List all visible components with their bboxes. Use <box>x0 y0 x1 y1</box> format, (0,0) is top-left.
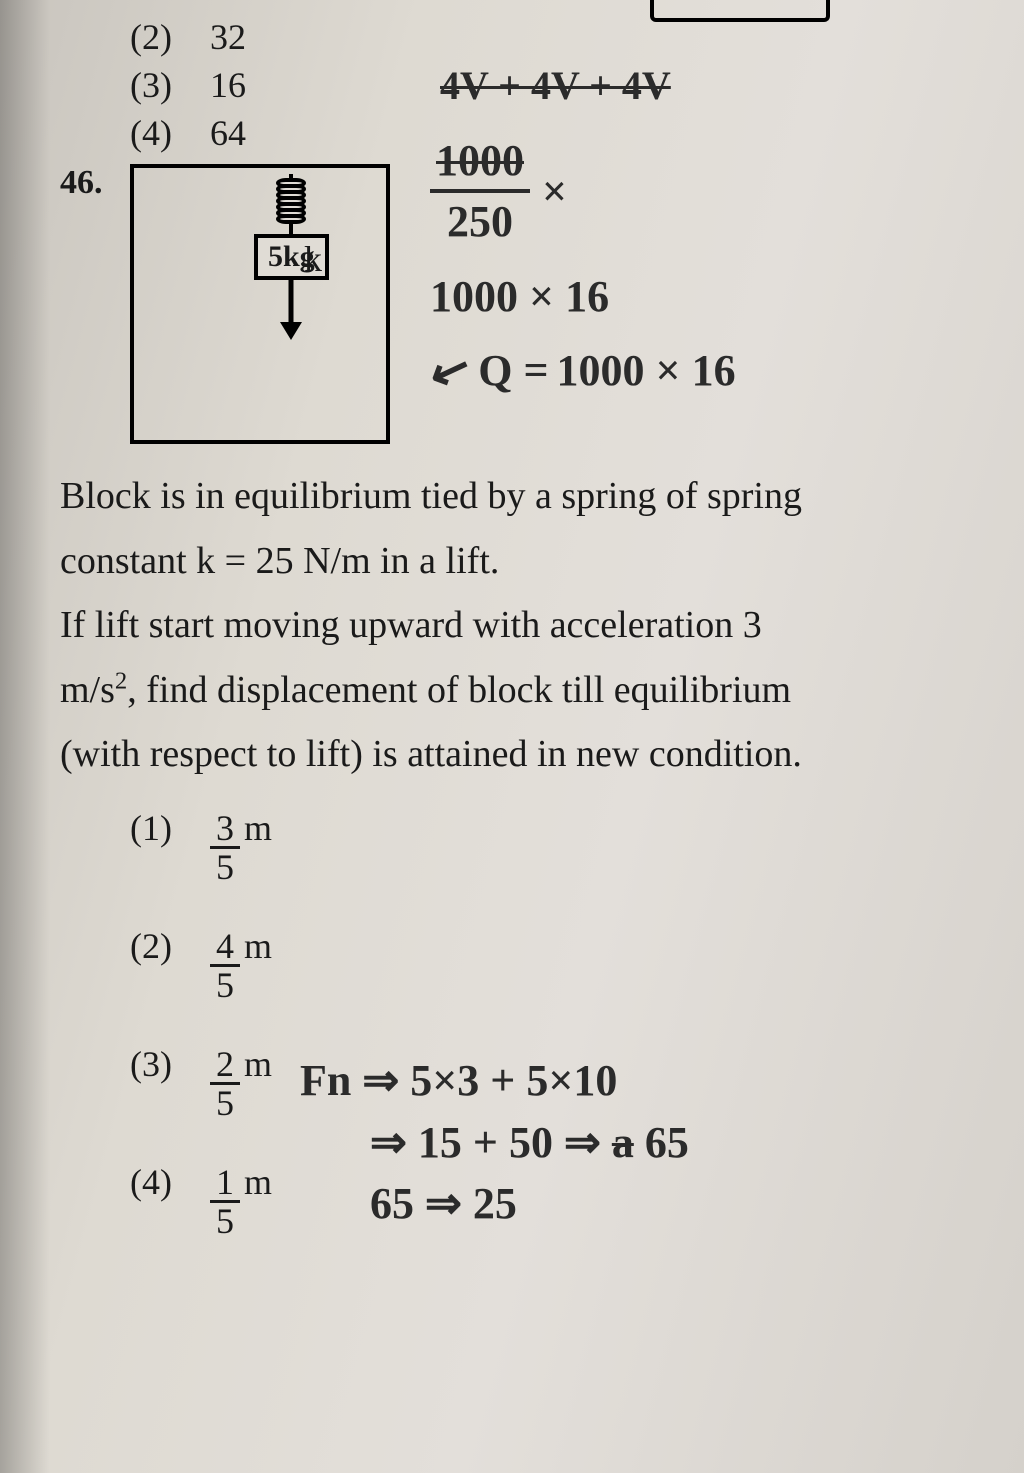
q46-text: Block is in equilibrium tied by a spring… <box>60 464 984 787</box>
q46-opt-1: (1) 3 5 m <box>130 807 984 885</box>
opt-4-val: 64 <box>210 112 246 154</box>
q46-opt2-unit: m <box>244 925 272 967</box>
cutoff-box <box>650 0 830 22</box>
q46-figure: 5kg k <box>130 164 390 444</box>
hand-fraction: 1000 250 <box>430 132 530 250</box>
opt-3-val: 16 <box>210 64 246 106</box>
hand-b-l2-strike: a <box>612 1118 634 1167</box>
hand-times: × <box>542 163 567 220</box>
q46-number: 46. <box>60 164 120 202</box>
q46-opt3-unit: m <box>244 1043 272 1085</box>
hand-b-l3: 65 ⇒ 25 <box>300 1173 1000 1235</box>
hand-b-l1: Fn ⇒ 5×3 + 5×10 <box>300 1050 1000 1112</box>
coil-7 <box>276 214 306 224</box>
q46-opt3-d: 5 <box>210 1085 240 1121</box>
q46-opt3-num: (3) <box>130 1043 210 1085</box>
opt-3-num: (3) <box>130 64 210 106</box>
p2b-post: , find displacement of block till equili… <box>127 669 791 711</box>
hand-frac-n: 1000 <box>430 132 530 193</box>
q46-p2b: m/s2, find displacement of block till eq… <box>60 658 984 723</box>
q46-opt1-frac: 3 5 <box>210 810 240 885</box>
q46-opt4-n: 1 <box>210 1164 240 1203</box>
hand-q-val: 1000 × 16 <box>557 342 736 399</box>
hand-arrow-icon: ↙ <box>421 335 480 407</box>
hand-b-l2-wrap: ⇒ 15 + 50 ⇒ a 65 <box>300 1112 1000 1174</box>
q46-opt3-n: 2 <box>210 1046 240 1085</box>
q46-opt4-num: (4) <box>130 1161 210 1203</box>
q46-p1a: Block is in equilibrium tied by a spring… <box>60 464 984 529</box>
q46-opt1-unit: m <box>244 807 272 849</box>
q46-opt2-frac: 4 5 <box>210 928 240 1003</box>
handwriting-bottom: Fn ⇒ 5×3 + 5×10 ⇒ 15 + 50 ⇒ a 65 65 ⇒ 25 <box>300 1050 1000 1235</box>
hand-q-pre: Q = <box>478 342 548 399</box>
q46-p2c: (with respect to lift) is attained in ne… <box>60 722 984 787</box>
hand-frac-d: 250 <box>441 193 519 250</box>
page: (2) 32 (3) 16 (4) 64 4V + 4V + 4V 1000 2… <box>0 0 1024 1473</box>
opt-2-val: 32 <box>210 16 246 58</box>
q46-opt3-frac: 2 5 <box>210 1046 240 1121</box>
hand-line3: ↙ Q = 1000 × 16 <box>430 340 736 402</box>
handwriting-top: 4V + 4V + 4V 1000 250 × 1000 × 16 ↙ Q = … <box>430 60 736 402</box>
opt-4-num: (4) <box>130 112 210 154</box>
q46-opt2-d: 5 <box>210 967 240 1003</box>
spring-constant-label: k <box>304 238 322 280</box>
q46-opt4-frac: 1 5 <box>210 1164 240 1239</box>
q46-opt-2: (2) 4 5 m <box>130 925 984 1003</box>
q46-p2a: If lift start moving upward with acceler… <box>60 593 984 658</box>
hand-frac-line: 1000 250 × <box>430 132 736 250</box>
p2b-pre: m/s <box>60 669 115 711</box>
q46-p1b: constant k = 25 N/m in a lift. <box>60 529 984 594</box>
left-shadow <box>0 0 50 1473</box>
q46-opt2-num: (2) <box>130 925 210 967</box>
spring-stem <box>289 224 293 234</box>
q46-opt2-n: 4 <box>210 928 240 967</box>
q46-opt4-unit: m <box>244 1161 272 1203</box>
q46-opt1-n: 3 <box>210 810 240 849</box>
hand-line2: 1000 × 16 <box>430 268 736 325</box>
q46-opt4-d: 5 <box>210 1203 240 1239</box>
opt-2-num: (2) <box>130 16 210 58</box>
weight-arrow-icon <box>276 280 306 340</box>
q46-opt1-num: (1) <box>130 807 210 849</box>
q46-opt1-d: 5 <box>210 849 240 885</box>
partial-top-row <box>370 0 870 44</box>
hand-b-l2: ⇒ 15 + 50 ⇒ a 65 <box>370 1118 689 1167</box>
p2b-sup: 2 <box>115 667 127 694</box>
hand-top-strike: 4V + 4V + 4V <box>440 60 736 112</box>
